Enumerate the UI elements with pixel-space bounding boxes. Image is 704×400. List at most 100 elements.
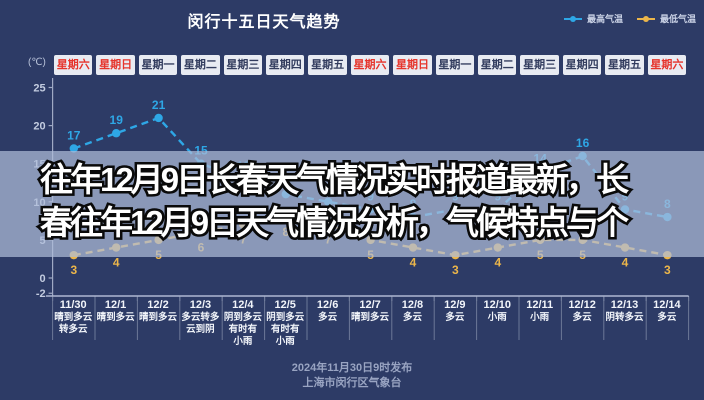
weather-text: 阴到多云	[266, 312, 305, 323]
weather-text: 晴到多云	[54, 312, 93, 323]
headline-line2: 春往年12月9日天气情况分析，气候特点与个	[38, 202, 632, 244]
high-temp-value: 17	[67, 128, 81, 142]
date-label: 12/9	[444, 299, 466, 311]
date-weather-cell: 12/12 多云	[561, 299, 603, 348]
date-weather-cell: 12/13 阴转多云	[603, 299, 645, 348]
legend-label: 最低气温	[659, 14, 696, 24]
date-label: 12/7	[359, 299, 381, 311]
high-temp-value: 16	[576, 136, 590, 150]
date-weather-cell: 12/3 多云转多 云到阴	[179, 299, 221, 348]
weather-text: 云到阴	[186, 324, 215, 335]
date-weather-cell: 12/7 晴到多云	[349, 299, 391, 348]
date-label: 12/4	[232, 299, 254, 311]
legend-item-low: 最低气温	[636, 12, 696, 25]
date-label: 12/2	[147, 299, 169, 311]
date-weather-row: 11/30 晴到多云 转多云 12/1 晴到多云 12/2 晴到多云 12/3 多云转多 云到阴 1…	[52, 299, 688, 348]
low-temp-value: 3	[70, 263, 77, 277]
weekday-chip: 星期三	[223, 55, 263, 75]
weather-text: 小雨	[530, 312, 550, 323]
date-label: 12/13	[610, 299, 639, 311]
weather-text: 多云	[572, 312, 592, 323]
weekday-chip: 星期二	[478, 55, 517, 75]
weather-text: 多云	[402, 312, 422, 323]
weather-text: 小雨	[233, 336, 253, 347]
low-temp-value: 4	[622, 256, 629, 270]
date-weather-cell: 12/1 晴到多云	[94, 299, 136, 348]
weekday-chip: 星期五	[605, 55, 644, 75]
weather-text: 小雨	[487, 312, 507, 323]
weekday-chip: 星期六	[54, 55, 93, 75]
issue-info: 2024年11月30日9时发布 上海市闵行区气象台	[0, 361, 704, 391]
date-label: 12/12	[568, 299, 596, 311]
high-temp-point	[154, 113, 163, 123]
low-series-marker-icon	[636, 15, 655, 23]
chart-title: 闵行十五日天气趋势	[187, 14, 341, 31]
issue-time: 2024年11月30日9时发布	[291, 362, 413, 374]
date-weather-cell: 12/6 多云	[306, 299, 348, 348]
date-weather-cell: 11/30 晴到多云 转多云	[52, 299, 94, 348]
date-label: 12/11	[526, 299, 554, 311]
legend-label: 最高气温	[586, 14, 623, 24]
weather-text: 多云	[445, 312, 465, 323]
weekday-chip: 星期二	[181, 55, 220, 75]
weekday-chip: 星期六	[647, 55, 687, 75]
y-tick-label: 25	[33, 83, 45, 95]
date-weather-cell: 12/2 晴到多云	[137, 299, 179, 348]
weekday-chip: 星期一	[435, 55, 475, 75]
y-tick-label: -2	[36, 288, 46, 300]
weather-text: 有时有	[270, 324, 300, 335]
weather-text: 晴到多云	[351, 312, 390, 323]
weather-text: 阴转多云	[605, 312, 644, 323]
date-weather-cell: 12/11 小雨	[518, 299, 560, 348]
low-temp-value: 4	[494, 256, 501, 270]
high-temp-value: 21	[152, 98, 166, 112]
headline-overlay: 往年12月9日长春天气情况实时报道最新，长 春往年12月9日天气情况分析，气候特…	[0, 151, 704, 257]
weekday-chip: 星期三	[520, 55, 559, 75]
low-temp-value: 3	[664, 263, 671, 277]
weekday-chip: 星期四	[562, 55, 602, 75]
date-label: 12/14	[653, 299, 681, 311]
weather-text: 有时有	[228, 324, 258, 335]
weather-text: 晴到多云	[139, 312, 178, 323]
weather-text: 晴到多云	[96, 312, 135, 323]
low-temp-value: 4	[410, 256, 417, 270]
weather-text: 多云	[318, 312, 338, 323]
date-label: 12/1	[104, 299, 127, 311]
date-label: 12/10	[483, 299, 512, 311]
legend-item-high: 最高气温	[563, 12, 623, 25]
date-weather-cell: 12/5 阴到多云 有时有 小雨	[264, 299, 306, 348]
weekday-row: 星期六 星期日 星期一 星期二 星期三 星期四 星期五 星期六 星期日 星期一 星期二 星期三 星期四星…	[52, 55, 688, 75]
date-weather-cell: 12/4 阴到多云 有时有 小雨	[222, 299, 264, 348]
weather-text: 转多云	[58, 324, 88, 335]
date-label: 12/5	[274, 299, 296, 311]
weekday-chip: 星期四	[266, 55, 305, 75]
y-tick-label: 0	[39, 273, 45, 285]
weather-text: 多云	[657, 312, 677, 323]
weather-text: 多云转多	[181, 312, 220, 323]
high-temp-point	[69, 144, 79, 153]
high-series-marker-icon	[563, 15, 582, 23]
weather-text: 小雨	[275, 336, 295, 347]
unit-label: (℃)	[28, 57, 46, 68]
date-weather-cell: 12/9 多云	[434, 299, 476, 348]
date-weather-cell: 12/10 小雨	[476, 299, 518, 348]
date-label: 12/6	[316, 299, 339, 311]
date-weather-cell: 12/14 多云	[646, 299, 688, 348]
date-label: 11/30	[59, 299, 87, 311]
issue-agency: 上海市闵行区气象台	[302, 377, 402, 389]
weekday-chip: 星期日	[96, 55, 135, 75]
date-label: 12/3	[189, 299, 212, 311]
weekday-chip: 星期一	[138, 55, 178, 75]
high-temp-point	[112, 129, 121, 138]
weekday-chip: 星期五	[308, 55, 347, 75]
weekday-chip: 星期日	[393, 55, 432, 75]
date-weather-cell: 12/8 多云	[391, 299, 433, 348]
low-temp-value: 3	[452, 263, 459, 277]
chart-legend: 最高气温 最低气温	[563, 12, 696, 25]
weekday-chip: 星期六	[350, 55, 390, 75]
high-temp-value: 19	[110, 113, 124, 127]
date-label: 12/8	[401, 299, 424, 311]
weather-text: 阴到多云	[223, 312, 262, 323]
y-tick-label: 20	[33, 121, 45, 133]
